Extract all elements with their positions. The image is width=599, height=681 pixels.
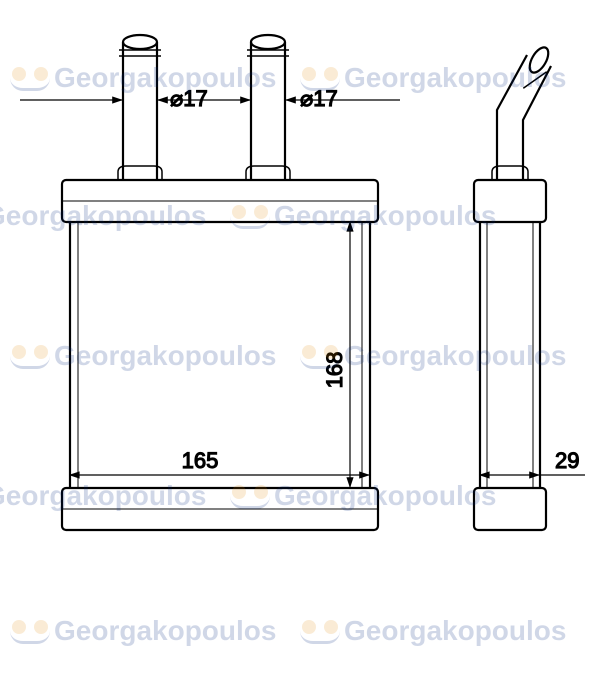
- dim-body-height: 168: [322, 222, 350, 488]
- dim-label-depth: 29: [555, 448, 579, 473]
- front-tube-left: [118, 35, 162, 180]
- dim-label-height: 168: [322, 352, 347, 389]
- dim-tube2-diameter: ⌀17: [210, 60, 400, 111]
- engineering-drawing: ⌀17 ⌀17 168 165 29: [0, 0, 599, 681]
- dim-tube1-diameter: ⌀17: [20, 60, 210, 111]
- side-bottom-cap: [474, 488, 546, 530]
- dim-body-width: 165: [70, 448, 370, 475]
- dim-label-tube2: ⌀17: [300, 86, 338, 111]
- dim-label-tube1: ⌀17: [170, 86, 208, 111]
- dimensions: ⌀17 ⌀17 168 165 29: [20, 60, 585, 488]
- dim-label-width: 165: [182, 448, 219, 473]
- side-view: [474, 44, 552, 530]
- side-tube: [492, 44, 552, 180]
- side-top-cap: [474, 180, 546, 222]
- front-tube-right: [246, 35, 290, 180]
